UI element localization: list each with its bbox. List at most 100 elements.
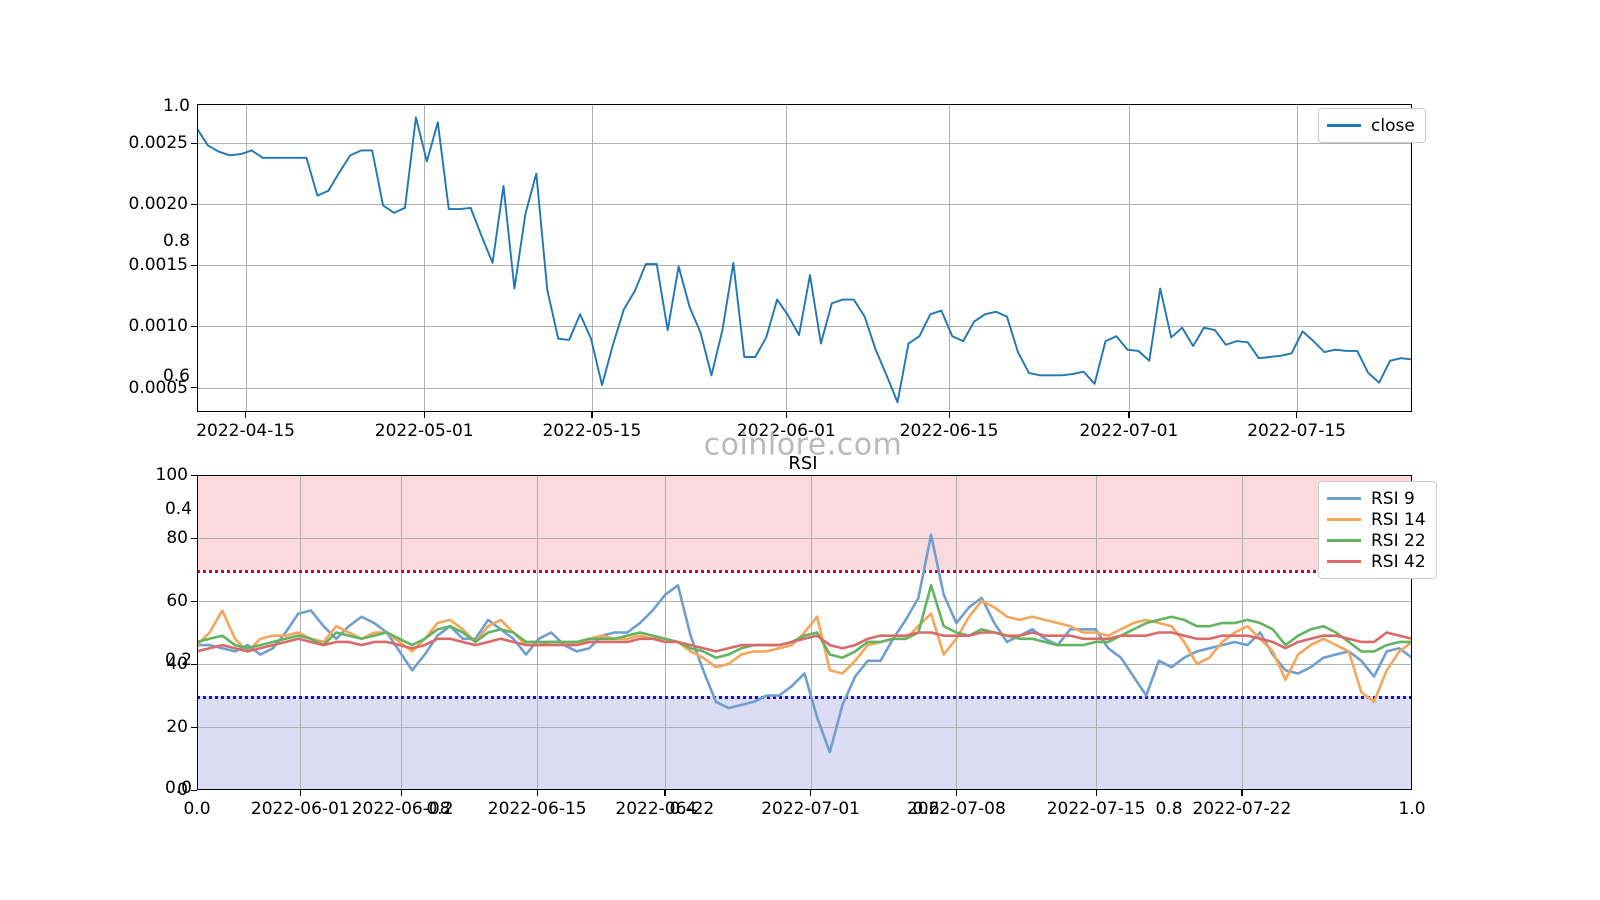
rsi-x-overlay-tick-label: 1.0: [1398, 799, 1426, 819]
price-x-tick-mark: [785, 412, 788, 418]
price-y-tick-label: 0.0025: [128, 133, 188, 154]
rsi-y-tick-label: 100: [155, 465, 188, 485]
price-line-series: [197, 116, 1412, 404]
rsi-y-tick-label: 0: [177, 780, 188, 800]
rsi-x-tick-label: 2022-07-15: [1046, 799, 1146, 819]
price-x-tick-label: 2022-05-01: [374, 421, 474, 441]
price-gridline-v: [1128, 104, 1130, 412]
rsi-gridline-v: [810, 475, 812, 790]
price-x-tick-label: 2022-04-15: [196, 421, 295, 441]
price-x-tick-mark: [948, 412, 950, 418]
price-y-tick-label: 0.0010: [128, 316, 188, 337]
watermark-coinlore: coinlore.com: [703, 427, 903, 463]
legend-line-icon: [1327, 497, 1361, 500]
rsi-gridline-h: [197, 538, 1412, 539]
price-gridline-v: [786, 104, 788, 412]
legend-item[interactable]: RSI 14: [1327, 509, 1426, 530]
rsi-x-tick-label: 2022-07-01: [761, 799, 860, 819]
rsi-series-rsi-9: [197, 533, 1412, 754]
rsi-gridline-v: [537, 475, 539, 790]
rsi-x-tick-mark: [1241, 790, 1243, 796]
legend-item[interactable]: RSI 22: [1327, 530, 1426, 551]
legend-item[interactable]: RSI 9: [1327, 488, 1426, 509]
price-gridline-v: [949, 104, 951, 412]
price-y-overlay-tick-label: 1.0: [162, 96, 190, 116]
rsi-x-overlay-tick-label: 0.8: [1155, 799, 1183, 819]
price-y-tick-label: 0.0020: [128, 194, 188, 215]
price-gridline-h: [197, 204, 1412, 206]
price-chart-legend[interactable]: close: [1318, 108, 1426, 143]
rsi-threshold-overbought: [197, 569, 1412, 573]
price-chart-canvas: [197, 104, 1412, 412]
price-y-tick-mark: [191, 387, 197, 389]
price-x-tick-mark: [1128, 412, 1130, 418]
price-x-tick-mark: [245, 412, 247, 418]
rsi-x-tick-label: 2022-07-22: [1192, 799, 1292, 819]
rsi-line-series: [197, 533, 1412, 754]
price-y-tick-mark: [191, 264, 197, 267]
price-gridline-h: [197, 387, 1412, 389]
legend-line-icon: [1327, 560, 1361, 563]
rsi-gridline-v: [401, 475, 403, 790]
rsi-series-rsi-42: [197, 631, 1412, 653]
price-y-overlay-tick-label: 0.6: [162, 366, 190, 386]
price-y-tick-mark: [191, 325, 197, 328]
price-y-overlay-tick-label: 0.8: [162, 231, 190, 251]
price-y-tick-mark: [191, 142, 197, 144]
price-gridline-h: [197, 326, 1412, 328]
rsi-x-overlay-tick-label: 0.0: [183, 799, 211, 819]
rsi-x-tick-mark: [299, 790, 302, 796]
price-x-tick-label: 2022-07-01: [1079, 421, 1179, 441]
rsi-x-tick-label: 2022-07-08: [906, 799, 1006, 819]
rsi-y-tick-label: 80: [166, 528, 188, 548]
price-x-tick-label: 2022-07-15: [1247, 421, 1346, 441]
rsi-x-overlay-tick-label: 0.2: [426, 799, 454, 819]
price-gridline-v: [424, 104, 426, 412]
rsi-series-rsi-14: [197, 599, 1412, 704]
price-gridline-v: [591, 104, 593, 412]
legend-item-label: close: [1371, 115, 1415, 136]
price-chart-plot-area[interactable]: [197, 104, 1412, 412]
rsi-x-tick-label: 2022-06-22: [615, 799, 715, 819]
rsi-x-tick-mark: [400, 790, 402, 796]
price-x-tick-mark: [591, 412, 593, 418]
rsi-y-overlay-tick-label: 0.2: [164, 650, 192, 670]
legend-line-icon: [1327, 518, 1361, 521]
rsi-chart-plot-area[interactable]: [197, 475, 1412, 790]
rsi-y-tick-mark: [191, 600, 197, 602]
rsi-gridline-h: [197, 601, 1412, 602]
legend-item-label: RSI 22: [1371, 530, 1426, 551]
price-x-tick-label: 2022-06-01: [736, 421, 836, 441]
rsi-y-tick-mark: [191, 537, 197, 539]
rsi-gridline-v: [1241, 475, 1243, 790]
legend-line-icon: [1327, 124, 1361, 127]
rsi-y-tick-mark: [191, 474, 197, 476]
price-x-tick-label: 2022-05-15: [542, 421, 642, 441]
rsi-gridline-v: [664, 475, 666, 790]
legend-item[interactable]: RSI 42: [1327, 551, 1426, 572]
rsi-chart-legend[interactable]: RSI 9 RSI 14 RSI 22 RSI 42: [1318, 481, 1437, 579]
price-series-close: [197, 116, 1412, 404]
legend-item-label: RSI 9: [1371, 488, 1415, 509]
rsi-y-tick-label: 40: [166, 654, 188, 674]
rsi-gridline-h: [197, 727, 1412, 728]
legend-line-icon: [1327, 539, 1361, 542]
rsi-x-tick-mark: [1095, 790, 1097, 796]
rsi-y-tick-mark: [191, 789, 197, 791]
rsi-chart-canvas: [197, 475, 1412, 790]
rsi-x-tick-label: 2022-06-08: [351, 799, 451, 819]
rsi-x-tick-mark: [955, 790, 958, 796]
rsi-gridline-h: [197, 664, 1412, 665]
rsi-x-overlay-tick-label: 0.4: [669, 799, 697, 819]
rsi-x-tick-label: 2022-06-15: [487, 799, 587, 819]
rsi-x-tick-mark: [536, 790, 538, 796]
legend-item[interactable]: close: [1327, 115, 1415, 136]
rsi-band: [197, 475, 1412, 570]
price-gridline-h: [197, 265, 1412, 267]
rsi-y-overlay-tick-label: 0.0: [164, 778, 192, 798]
price-y-tick-mark: [191, 203, 197, 205]
price-gridline-v: [1296, 104, 1298, 412]
price-x-tick-mark: [423, 412, 425, 418]
rsi-threshold-oversold: [197, 695, 1412, 699]
